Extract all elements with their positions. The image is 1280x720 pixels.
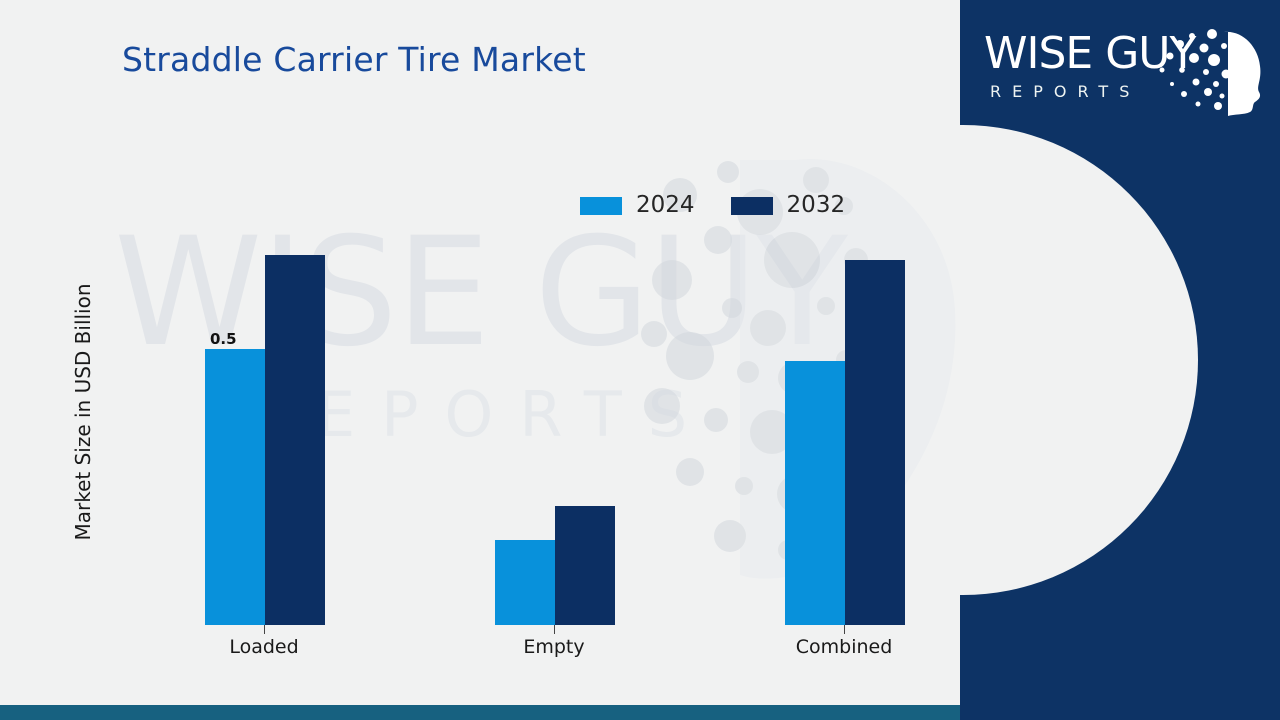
legend-item-2032[interactable]: 2032 <box>730 192 846 218</box>
legend-item-2024[interactable]: 2024 <box>580 194 695 217</box>
chart-legend: 2024 2032 <box>580 194 845 217</box>
legend-swatch-2024-icon <box>580 196 622 215</box>
bottom-accent-bar <box>0 705 960 720</box>
chart-title: Straddle Carrier Tire Market <box>122 40 586 79</box>
x-tick-loaded <box>264 625 265 634</box>
chart-canvas: WISE GUY REPORTS <box>0 40 960 720</box>
brand-panel: WISE GUY REPORTS <box>960 0 1280 720</box>
legend-label-2024: 2024 <box>636 192 695 218</box>
legend-label-2032: 2032 <box>786 192 846 218</box>
logo-head-dots-icon <box>1159 29 1261 116</box>
x-label-empty: Empty <box>523 636 585 658</box>
x-label-loaded: Loaded <box>229 636 299 658</box>
x-tick-empty <box>554 625 555 634</box>
legend-swatch-2032-icon <box>730 196 773 215</box>
x-tick-combined <box>844 625 845 634</box>
bar-loaded-2024[interactable] <box>205 349 265 625</box>
bar-value-loaded-2024: 0.5 <box>210 330 237 348</box>
bar-combined-2032[interactable] <box>845 260 905 625</box>
bar-empty-2032[interactable] <box>555 506 615 625</box>
x-axis-baseline <box>96 625 938 626</box>
plot-area: 0.5 Loaded Empty Combined <box>96 255 938 658</box>
bar-empty-2024[interactable] <box>495 540 555 625</box>
x-label-combined: Combined <box>795 636 893 658</box>
bar-combined-2024[interactable] <box>785 361 845 625</box>
brand-logo-tagline: REPORTS <box>990 82 1141 101</box>
brand-logo[interactable]: WISE GUY REPORTS <box>982 29 1268 116</box>
bar-loaded-2032[interactable] <box>265 255 325 625</box>
